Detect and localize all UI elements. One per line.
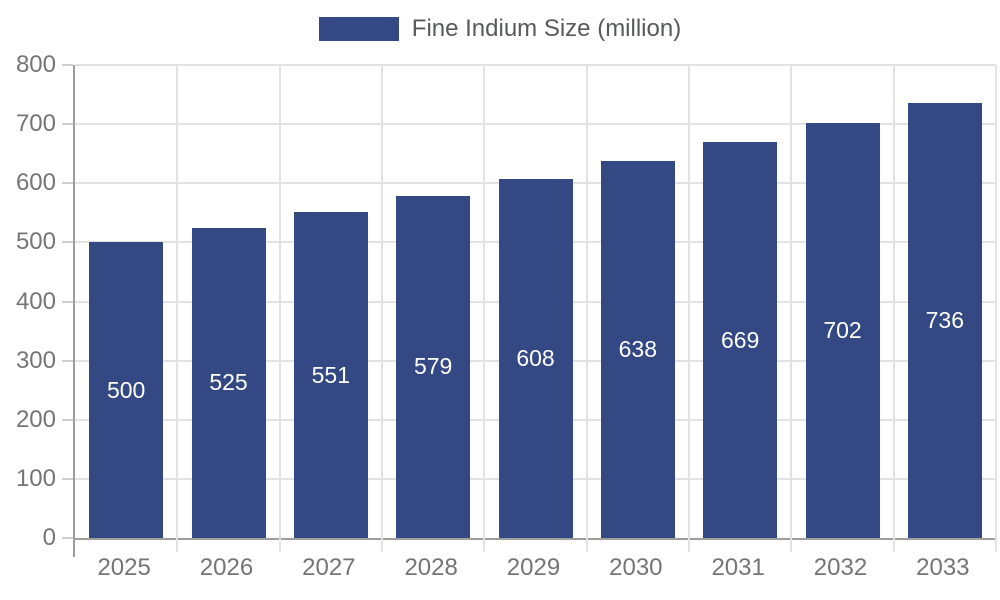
bar-value-label: 669	[720, 326, 760, 353]
bar[interactable]: 579	[396, 195, 471, 538]
bar[interactable]: 551	[293, 212, 368, 538]
y-axis-tick-icon	[62, 537, 73, 539]
x-axis-tick-label: 2030	[609, 554, 663, 581]
y-axis-tick-icon	[62, 123, 73, 126]
gridline-vertical	[176, 65, 179, 552]
y-axis-tick-icon	[62, 300, 73, 303]
y-axis-tick-icon	[62, 418, 73, 421]
bar-value-label: 579	[413, 353, 453, 380]
bar-value-label: 736	[925, 306, 965, 333]
x-axis-tick-label: 2026	[199, 554, 254, 581]
gridline-vertical	[688, 65, 690, 552]
y-axis-line-extension	[73, 538, 75, 557]
y-axis-labels: 0 100 200 300 400 500 600 700 800	[0, 51, 56, 551]
bar-value-label: 500	[106, 376, 146, 403]
bar-value-label: 608	[516, 344, 555, 371]
gridline-vertical	[585, 65, 588, 552]
bar[interactable]: 608	[498, 178, 573, 538]
bar[interactable]: 736	[907, 102, 982, 538]
x-axis-tick-label: 2033	[916, 554, 970, 581]
y-axis-tick-label: 700	[15, 110, 56, 138]
x-axis-tick-label: 2031	[711, 554, 765, 581]
gridline-vertical	[892, 65, 895, 552]
plot-area: 500 525 551 579 608 638 669 702 736	[62, 64, 997, 557]
bar-value-label: 525	[209, 369, 248, 396]
y-axis-tick-label: 800	[15, 51, 56, 78]
gridline-vertical	[483, 65, 486, 552]
y-axis-tick-icon	[62, 477, 73, 480]
bar-value-label: 551	[311, 361, 351, 388]
x-axis-tick-label: 2027	[302, 554, 356, 581]
y-axis-tick-label: 100	[15, 464, 56, 492]
x-axis-tick-label: 2028	[404, 554, 458, 581]
y-axis-tick-label: 500	[15, 228, 56, 256]
y-axis-tick-label: 300	[15, 346, 56, 374]
x-axis-tick-label: 2032	[813, 554, 868, 581]
x-axis-tick-label: 2025	[97, 554, 151, 581]
bar[interactable]: 525	[191, 227, 266, 538]
bar-value-label: 638	[618, 335, 658, 362]
y-axis-tick-icon	[62, 64, 73, 66]
y-axis-tick-label: 600	[15, 169, 56, 197]
gridline-vertical	[278, 65, 281, 552]
gridline-horizontal	[75, 123, 996, 126]
bar[interactable]: 638	[600, 160, 675, 538]
x-axis-labels: 2025 2026 2027 2028 2029 2030 2031 2032 2033	[73, 553, 994, 585]
legend-swatch-icon	[318, 17, 399, 41]
gridline-vertical	[381, 65, 383, 552]
bar[interactable]: 669	[703, 142, 778, 538]
y-axis-tick-icon	[62, 359, 73, 362]
y-axis-tick-label: 0	[42, 524, 56, 551]
bar[interactable]: 500	[89, 242, 164, 538]
legend-label: Fine Indium Size (million)	[411, 15, 682, 42]
gridline-vertical	[995, 65, 997, 552]
legend[interactable]: Fine Indium Size (million)	[0, 15, 1000, 43]
y-axis-tick-label: 200	[15, 405, 56, 433]
y-axis-tick-label: 400	[15, 287, 56, 315]
gridline-vertical	[790, 65, 793, 552]
bar[interactable]: 702	[805, 122, 880, 538]
bar-value-label: 702	[823, 316, 862, 343]
gridline-horizontal	[75, 64, 996, 66]
y-axis-tick-icon	[62, 182, 73, 185]
y-axis-tick-icon	[62, 241, 73, 244]
x-axis-tick-label: 2029	[506, 554, 561, 581]
